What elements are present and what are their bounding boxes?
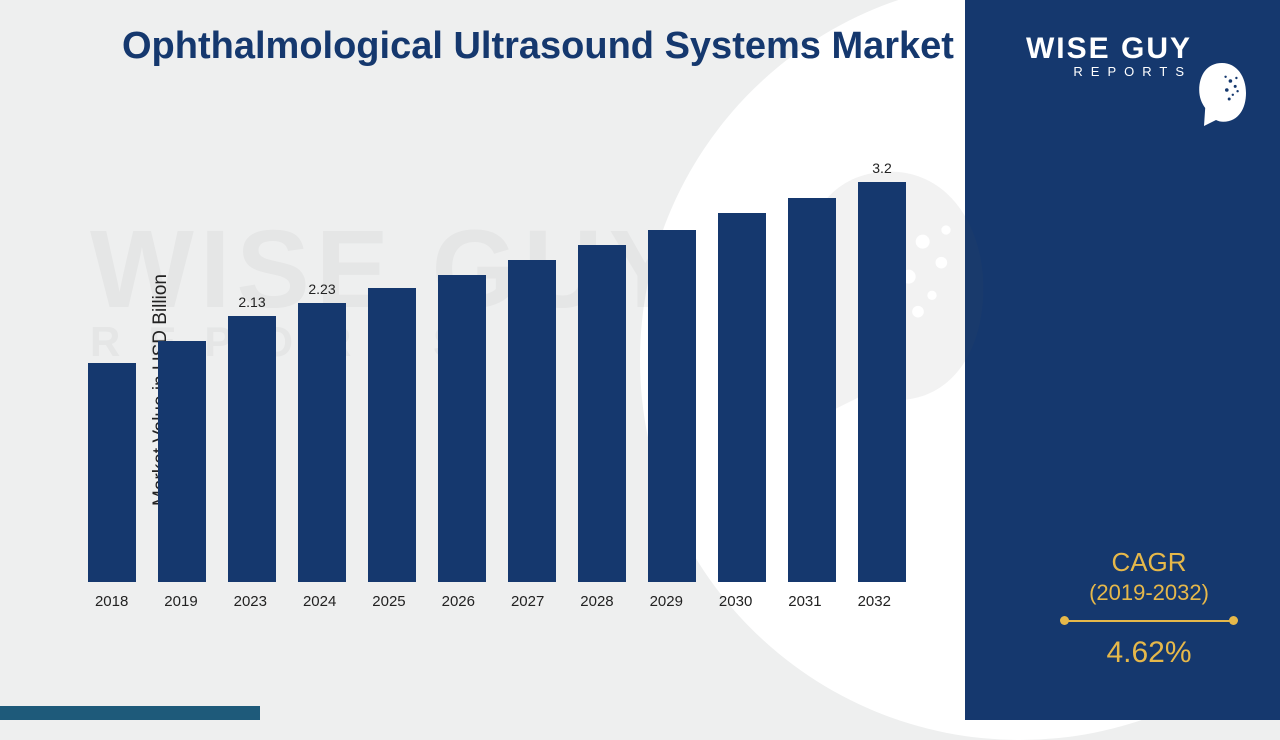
bar-group: 3.2	[858, 182, 906, 582]
cagr-divider	[1064, 620, 1234, 622]
bottom-accent-bar	[0, 706, 260, 720]
chart-title: Ophthalmological Ultrasound Systems Mark…	[122, 25, 954, 69]
bar	[578, 245, 626, 583]
x-tick-label: 2029	[643, 593, 690, 610]
bar-group	[158, 341, 206, 582]
x-tick-label: 2018	[88, 593, 135, 610]
brand-logo: WISE GUY REPORTS	[1026, 32, 1262, 79]
bar-group	[718, 213, 766, 582]
bar-group	[578, 245, 626, 583]
bar	[648, 230, 696, 583]
x-tick-label: 2027	[504, 593, 551, 610]
bar-group	[788, 198, 836, 582]
bar-group	[508, 260, 556, 583]
x-tick-label: 2026	[435, 593, 482, 610]
logo-sub-text: REPORTS	[1026, 64, 1192, 79]
cagr-box: CAGR (2019-2032) 4.62%	[1064, 547, 1234, 670]
bar	[228, 316, 276, 582]
bar	[438, 275, 486, 583]
x-tick-label: 2023	[227, 593, 274, 610]
logo-main-text: WISE GUY	[1026, 32, 1192, 66]
bar-group	[88, 363, 136, 582]
bar	[368, 288, 416, 582]
bar	[858, 182, 906, 582]
x-axis-labels: 2018 2019 2023 2024 2025 2026 2027 2028 2029 2030…	[88, 593, 898, 610]
cagr-period: (2019-2032)	[1064, 580, 1234, 606]
bar-group: 2.23	[298, 303, 346, 582]
chart-area: Market Value in USD Billion 2.132.233.2 …	[70, 170, 900, 610]
x-tick-label: 2030	[712, 593, 759, 610]
bar-value-label: 3.2	[872, 160, 891, 182]
bar-group: 2.13	[228, 316, 276, 582]
cagr-label: CAGR	[1064, 547, 1234, 578]
logo-head-icon	[1190, 60, 1254, 132]
bar-value-label: 2.13	[238, 294, 265, 316]
bar-group	[368, 288, 416, 582]
bar	[298, 303, 346, 582]
x-tick-label: 2032	[851, 593, 898, 610]
x-tick-label: 2031	[781, 593, 828, 610]
bar-group	[648, 230, 696, 583]
x-tick-label: 2024	[296, 593, 343, 610]
bar-value-label: 2.23	[308, 281, 335, 303]
bar	[88, 363, 136, 582]
infographic-container: WISE GUY REPORTS Ophthalmological Ultras…	[0, 0, 1280, 720]
cagr-value: 4.62%	[1064, 636, 1234, 670]
bar	[508, 260, 556, 583]
x-tick-label: 2028	[573, 593, 620, 610]
bar-group	[438, 275, 486, 583]
bar	[158, 341, 206, 582]
x-tick-label: 2025	[365, 593, 412, 610]
bar	[718, 213, 766, 582]
bar	[788, 198, 836, 582]
x-tick-label: 2019	[157, 593, 204, 610]
bars-container: 2.132.233.2	[88, 182, 898, 582]
